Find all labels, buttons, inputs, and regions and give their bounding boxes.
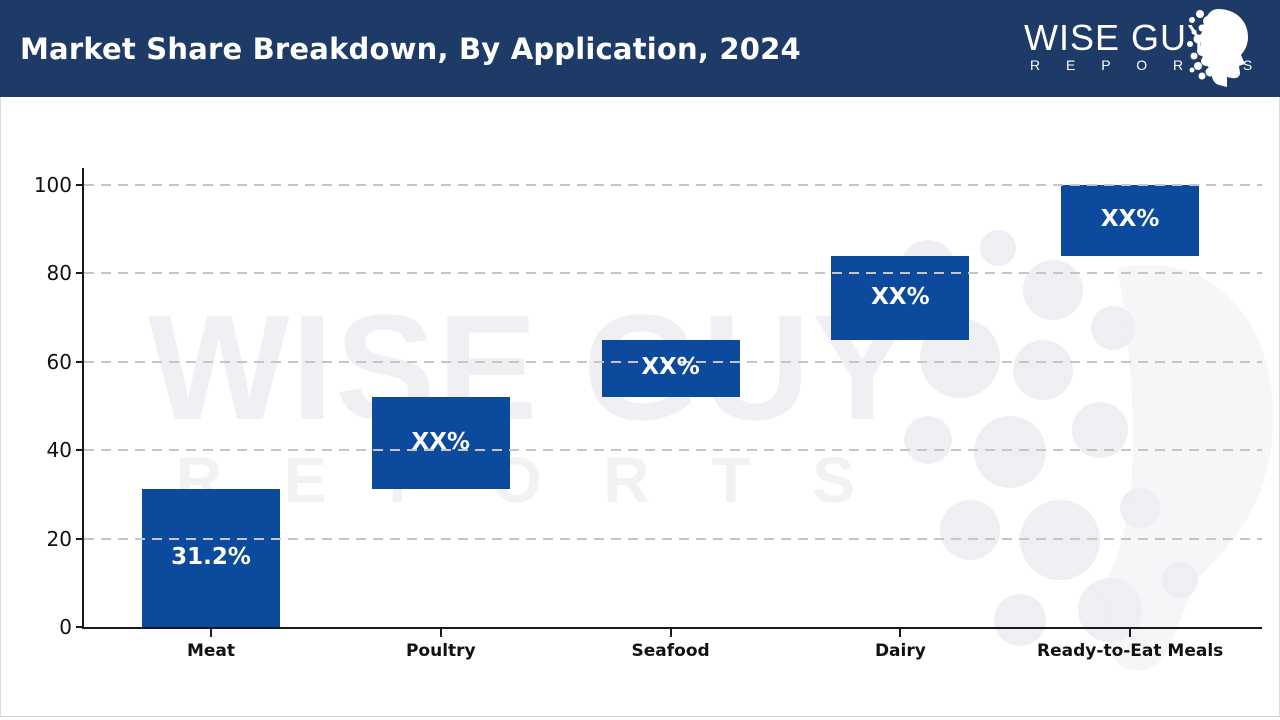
bar-value-label: 31.2%: [171, 544, 251, 571]
page-border-bottom: [0, 716, 1280, 717]
y-tick-label: 80: [46, 261, 72, 286]
gridline: [84, 360, 1262, 363]
gridline: [84, 537, 1262, 540]
bar-value-label: XX%: [1100, 206, 1160, 233]
x-tick-mark: [439, 629, 442, 637]
x-tick-label: Ready-to-Eat Meals: [1037, 641, 1224, 661]
bar-value-label: XX%: [871, 283, 930, 310]
y-tick-label: 40: [46, 438, 72, 463]
x-tick-mark: [669, 629, 672, 637]
dotted-head-icon: [1187, 9, 1248, 87]
logo: WISE GUY R E P O R T S: [980, 0, 1280, 97]
x-axis: [82, 627, 1262, 629]
x-tick-label: Poultry: [405, 641, 476, 661]
y-tick-mark: [76, 360, 84, 363]
bar-value-label: XX%: [411, 429, 471, 456]
y-tick-label: 0: [59, 615, 72, 639]
y-tick-mark: [76, 449, 84, 452]
y-tick-mark: [76, 184, 84, 186]
logo-wordmark: WISE GUY: [1024, 17, 1213, 58]
y-tick-label: 100: [33, 173, 72, 197]
y-tick-mark: [76, 272, 84, 275]
bar-segment: [601, 339, 740, 398]
x-tick-label: Meat: [186, 641, 236, 661]
gridline: [84, 272, 1262, 275]
y-tick-label: 60: [46, 349, 72, 374]
bar-segment: [1061, 185, 1200, 256]
page-border-left: [0, 97, 1, 716]
y-tick-mark: [76, 626, 84, 628]
x-tick-mark: [210, 629, 212, 637]
y-tick-label: 20: [46, 526, 72, 551]
bar-segment: [142, 489, 280, 627]
bar-value-label: XX%: [641, 354, 700, 381]
gridline: [84, 184, 1262, 186]
chart-plot-area: 31.2% XX% XX% XX% XX% 0 20 40 60 80 100 Meat Poultry…: [0, 97, 1280, 717]
y-tick-mark: [76, 537, 84, 540]
header: Market Share Breakdown, By Application, …: [0, 0, 1280, 97]
page-title: Market Share Breakdown, By Application, …: [20, 31, 801, 66]
x-tick-mark: [899, 629, 902, 637]
x-tick-label: Dairy: [874, 641, 926, 661]
gridline: [84, 449, 1262, 452]
y-axis: [82, 168, 84, 629]
x-tick-label: Seafood: [631, 641, 710, 661]
x-tick-mark: [1129, 629, 1132, 637]
bar-segment: [371, 397, 510, 490]
